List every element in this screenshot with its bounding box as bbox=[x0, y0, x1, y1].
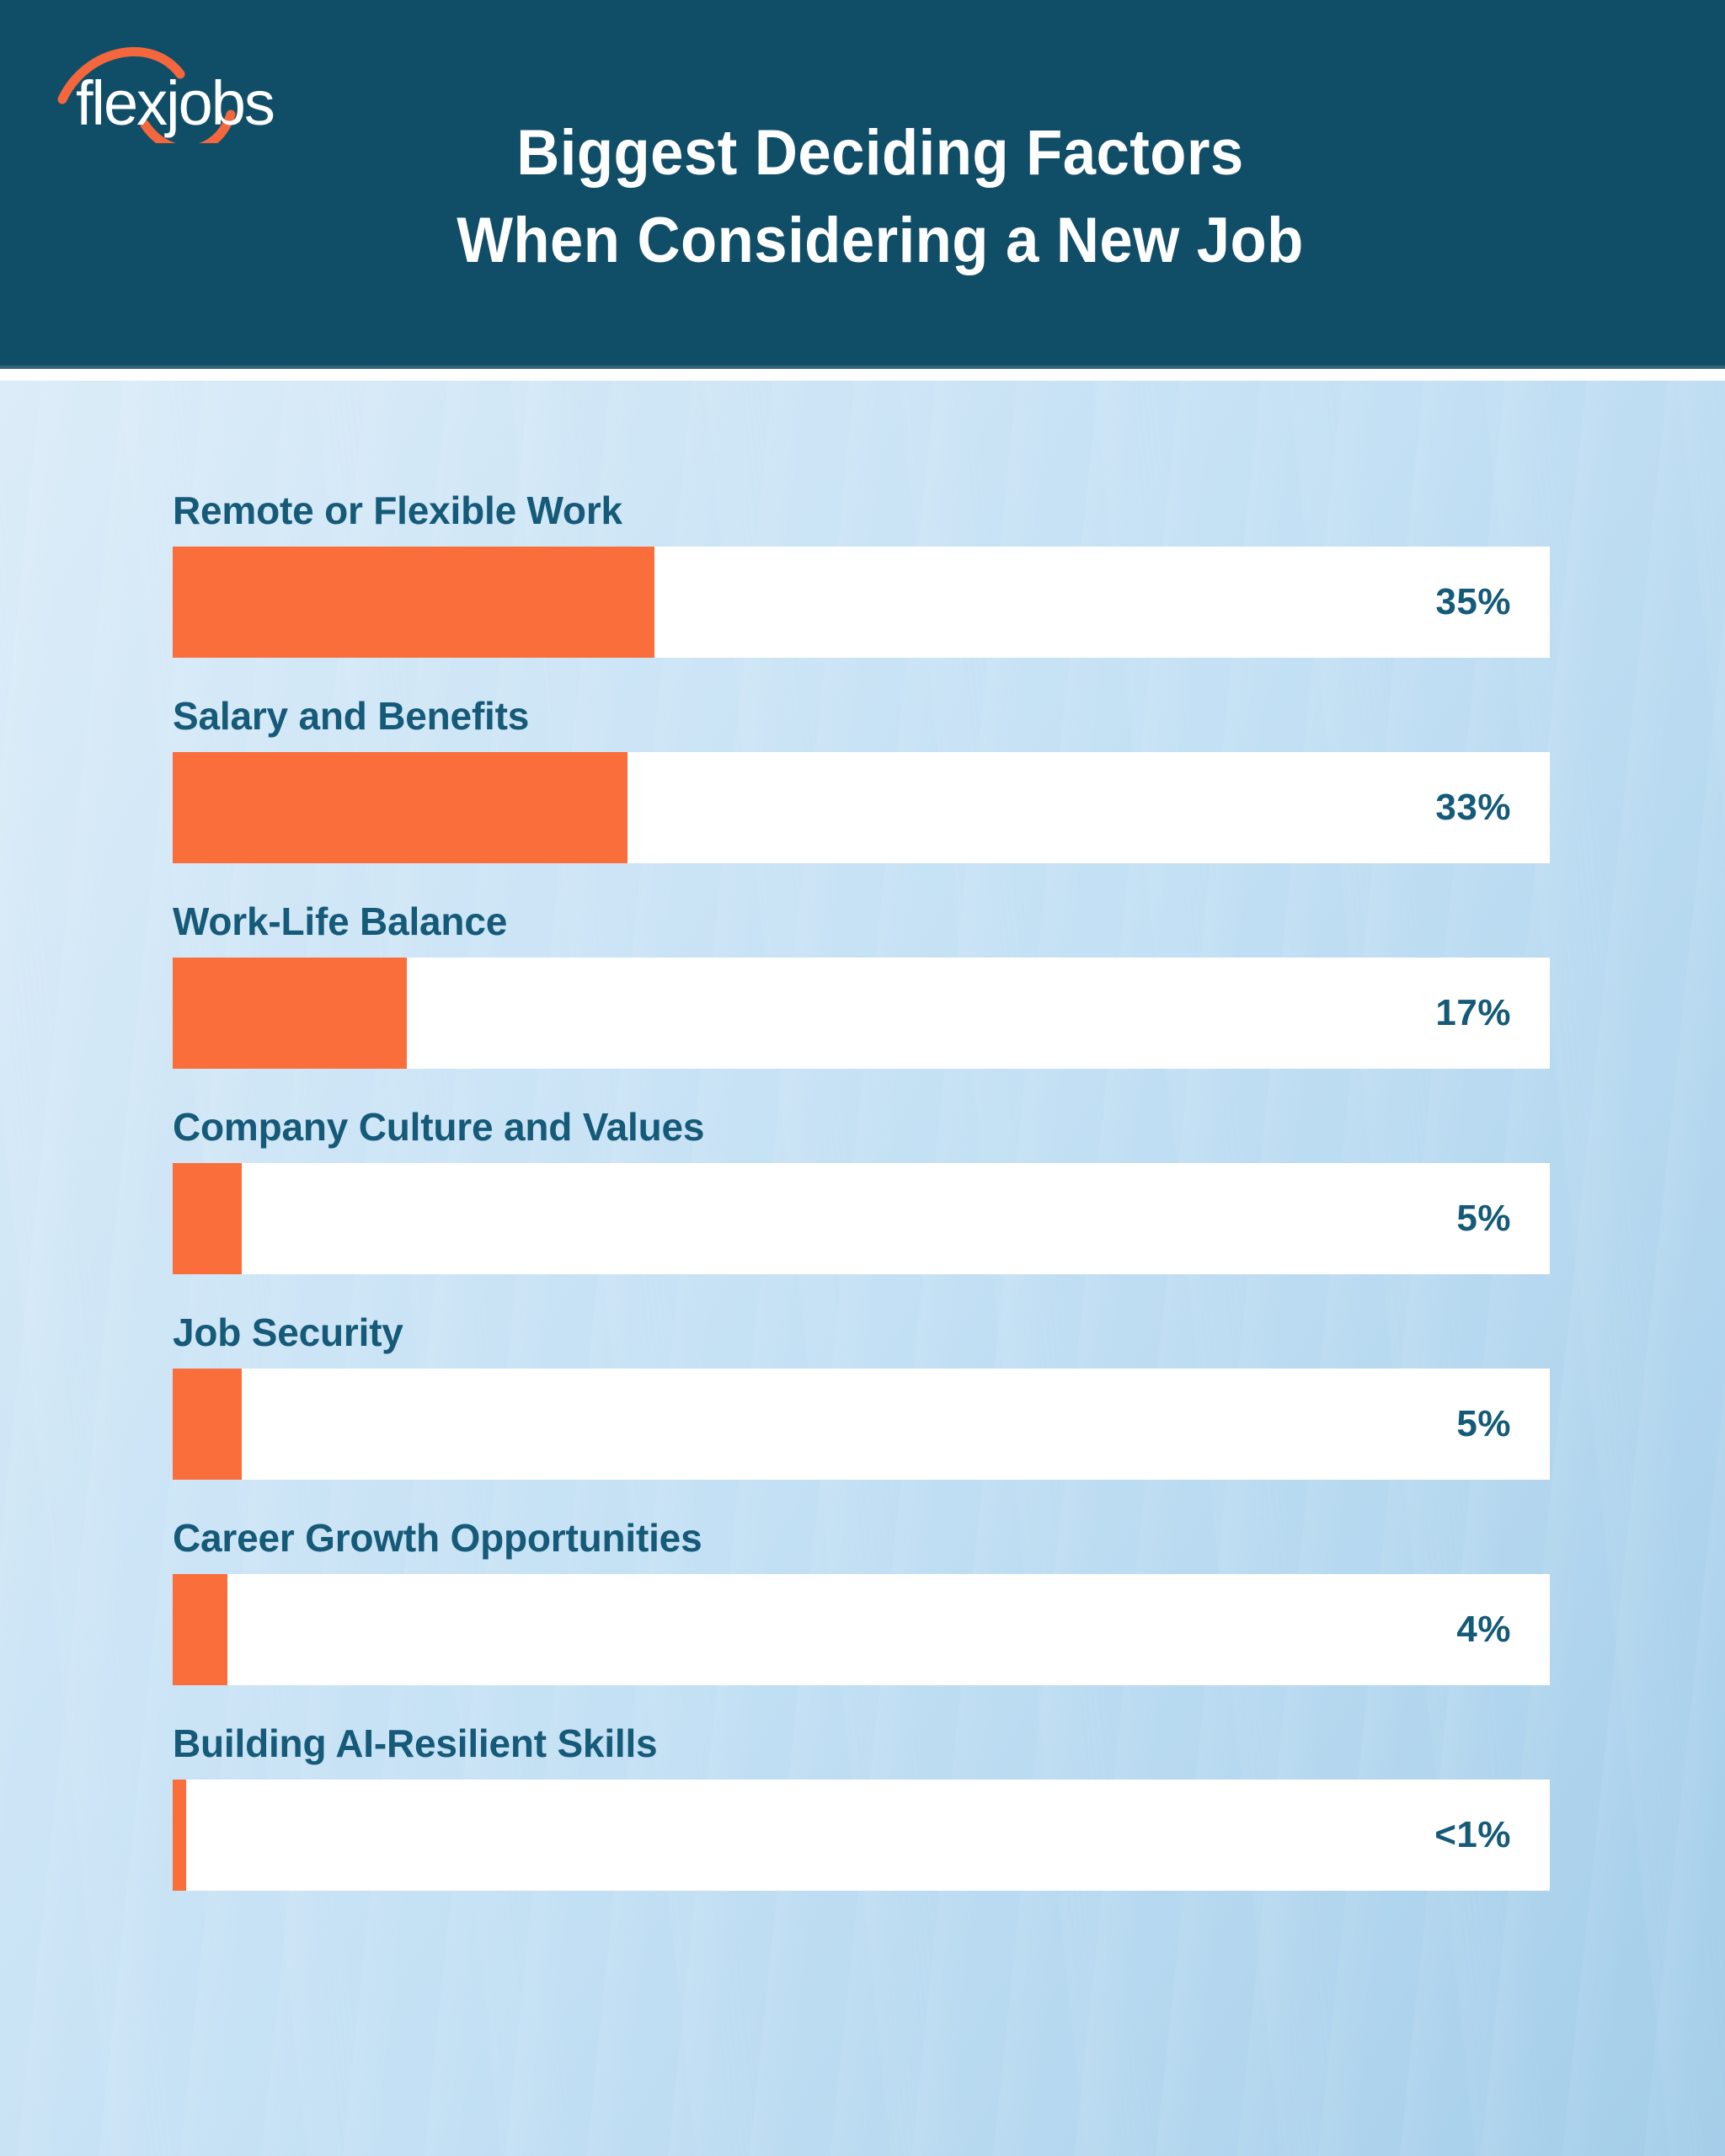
bar-label: Building AI-Resilient Skills bbox=[173, 1721, 658, 1765]
bar-label: Work-Life Balance bbox=[173, 899, 508, 943]
logo-wordmark: flexjobs bbox=[76, 68, 274, 138]
bar-track: 17% bbox=[173, 958, 1550, 1069]
bar-value: 4% bbox=[1456, 1609, 1511, 1650]
header-title: Biggest Deciding Factors When Considerin… bbox=[362, 109, 1398, 285]
chart-row: Job Security 5% bbox=[173, 1310, 1550, 1480]
bar-fill bbox=[173, 1369, 242, 1480]
horizontal-bar-chart: Remote or Flexible Work 35% Salary and B… bbox=[173, 488, 1550, 1891]
chart-row: Remote or Flexible Work 35% bbox=[173, 488, 1550, 658]
bar-fill bbox=[173, 1574, 228, 1685]
bar-track: 5% bbox=[173, 1369, 1550, 1480]
bar-track: 5% bbox=[173, 1163, 1550, 1274]
chart-area: Remote or Flexible Work 35% Salary and B… bbox=[0, 381, 1725, 2156]
chart-row: Career Growth Opportunities 4% bbox=[173, 1516, 1550, 1685]
bar-track: 35% bbox=[173, 547, 1550, 658]
logo-swoosh-top-icon bbox=[57, 46, 185, 104]
bar-label: Career Growth Opportunities bbox=[173, 1516, 702, 1560]
header-white-gap bbox=[0, 369, 1725, 381]
bar-fill bbox=[173, 752, 628, 863]
bar-value: <1% bbox=[1434, 1814, 1511, 1855]
header-banner: flexjobs Biggest Deciding Factors When C… bbox=[0, 0, 1725, 366]
bar-fill bbox=[173, 958, 407, 1069]
title-line-2: When Considering a New Job bbox=[457, 205, 1304, 276]
bar-fill bbox=[173, 1780, 187, 1891]
bar-fill bbox=[173, 1163, 242, 1274]
bar-track: 4% bbox=[173, 1574, 1550, 1685]
bar-value: 33% bbox=[1435, 787, 1511, 828]
chart-row: Building AI-Resilient Skills <1% bbox=[173, 1721, 1550, 1891]
chart-row: Salary and Benefits 33% bbox=[173, 694, 1550, 863]
bar-value: 17% bbox=[1435, 992, 1511, 1033]
bar-value: 5% bbox=[1456, 1198, 1511, 1239]
bar-value: 35% bbox=[1435, 581, 1511, 622]
bar-label: Remote or Flexible Work bbox=[173, 488, 622, 532]
header-divider bbox=[0, 366, 1725, 369]
chart-row: Company Culture and Values 5% bbox=[173, 1105, 1550, 1274]
bar-track: 33% bbox=[173, 752, 1550, 863]
bar-label: Salary and Benefits bbox=[173, 694, 530, 738]
chart-row: Work-Life Balance 17% bbox=[173, 899, 1550, 1069]
bar-track: <1% bbox=[173, 1780, 1550, 1891]
bar-label: Company Culture and Values bbox=[173, 1105, 705, 1149]
bar-fill bbox=[173, 547, 655, 658]
bar-value: 5% bbox=[1456, 1403, 1511, 1444]
bar-label: Job Security bbox=[173, 1310, 403, 1354]
title-line-1: Biggest Deciding Factors bbox=[516, 117, 1244, 189]
flexjobs-logo: flexjobs bbox=[52, 34, 305, 143]
logo-swoosh-bottom-icon bbox=[140, 109, 236, 143]
